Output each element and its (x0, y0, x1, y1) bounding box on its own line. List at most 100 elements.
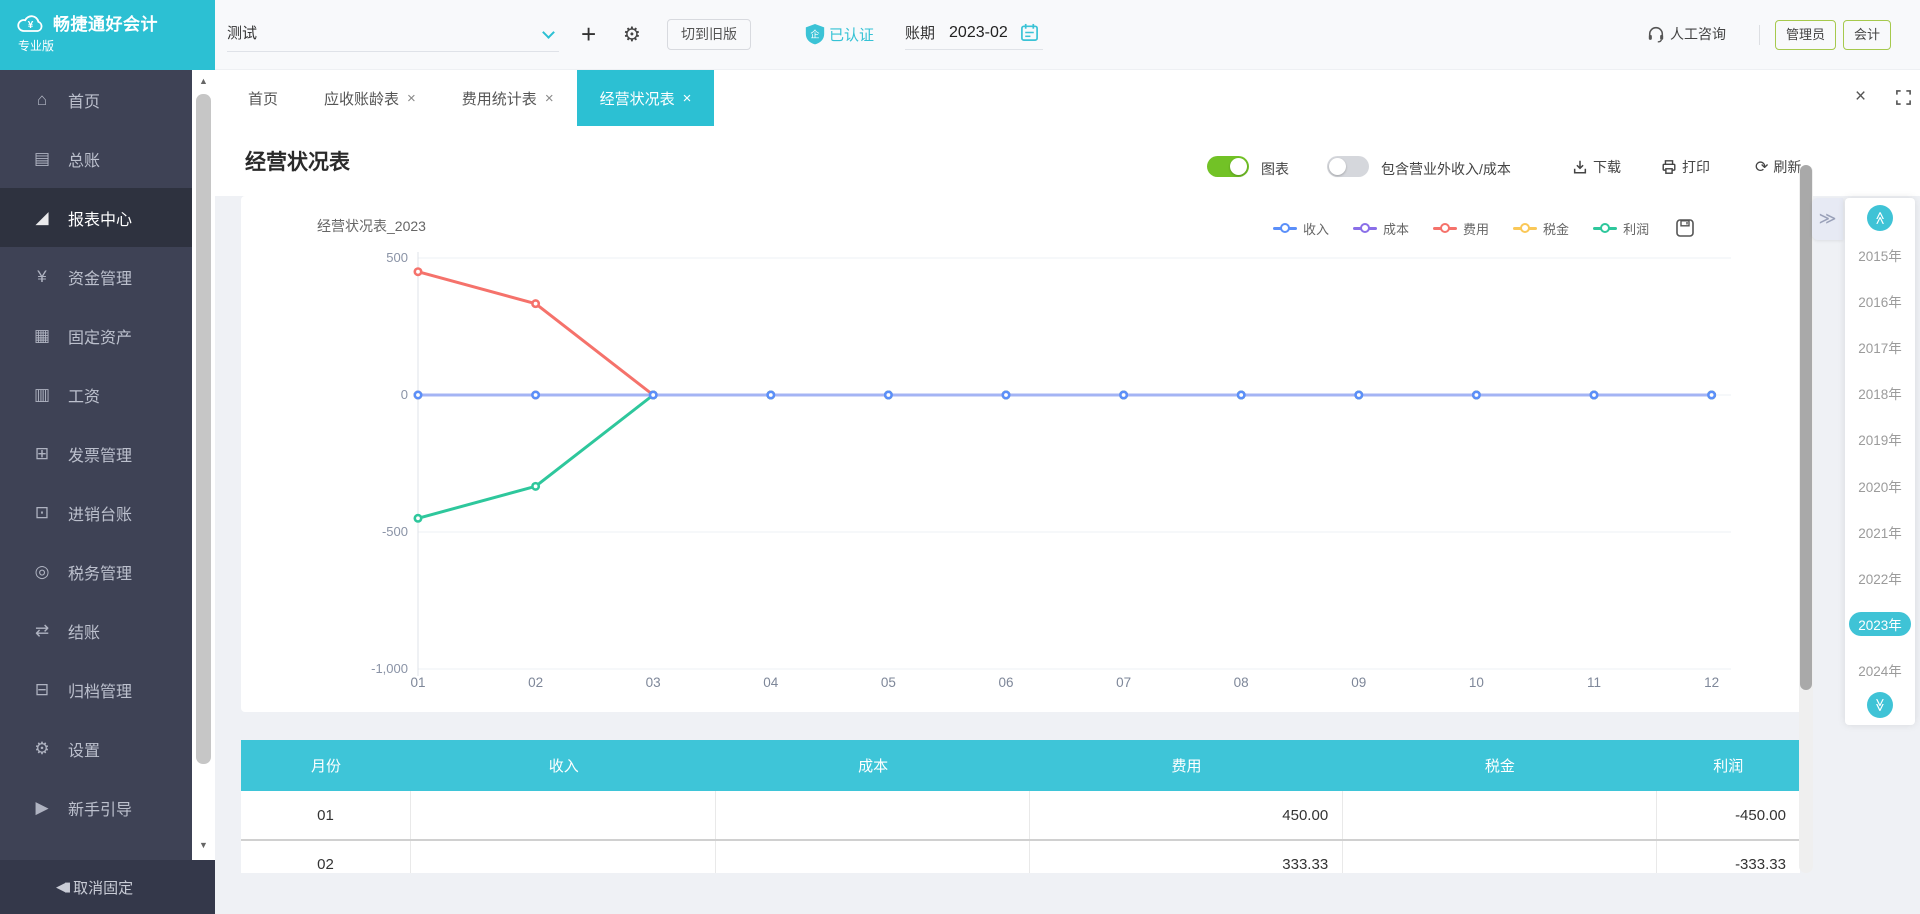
add-account-button[interactable]: + (581, 19, 597, 49)
svg-text:06: 06 (998, 675, 1013, 690)
tab-home[interactable]: 首页 (248, 90, 279, 108)
legend-item[interactable]: 成本 (1353, 219, 1409, 238)
legend-marker-icon (1513, 226, 1538, 230)
year-item[interactable]: 2024年 (1858, 663, 1902, 679)
divider (1759, 25, 1760, 45)
table-cell: -333.33 (1735, 855, 1786, 873)
include-nonoperating-toggle[interactable] (1327, 156, 1369, 177)
refresh-button[interactable]: ⟳ 刷新 (1755, 159, 1802, 176)
sidebar-scroll-thumb[interactable] (196, 94, 211, 764)
unpin-icon: ◀▮ (56, 879, 71, 894)
table-cell: 02 (241, 841, 411, 873)
year-item[interactable]: 2018年 (1858, 387, 1902, 403)
payroll-icon: ▥ (33, 384, 51, 404)
year-item[interactable]: 2015年 (1858, 249, 1902, 264)
sidebar-item-closing[interactable]: ⇄ 结账 (0, 601, 192, 660)
table-row[interactable]: 01 450.00 -450.00 (241, 791, 1800, 839)
tab-operating-status[interactable]: 经营状况表 × (576, 70, 715, 126)
tab-bar: 首页 应收账龄表 × 费用统计表 × 经营状况表 × × (215, 70, 1920, 126)
print-button[interactable]: 打印 (1661, 157, 1710, 177)
sidebar-item-invoice-management[interactable]: ⊞ 发票管理 (0, 424, 192, 483)
legend-item[interactable]: 利润 (1593, 219, 1649, 238)
year-item[interactable]: 2020年 (1858, 479, 1902, 495)
period-value: 2023-02 (949, 23, 1008, 41)
collapse-year-panel-button[interactable]: ≫ (1812, 198, 1843, 240)
table-header-cell: 月份 (310, 758, 341, 775)
chevron-down-icon (542, 26, 555, 39)
svg-text:10: 10 (1469, 675, 1484, 690)
legend-item[interactable]: 收入 (1273, 219, 1329, 238)
register-icon: ⊡ (34, 502, 50, 522)
chart-icon: ◢ (35, 207, 49, 227)
sidebar-item-beginner-guide[interactable]: ▶ 新手引导 (0, 778, 192, 837)
sidebar-scrollbar[interactable]: ▲ ▼ (192, 70, 215, 860)
legend-item[interactable]: 费用 (1433, 219, 1489, 238)
chart-title: 经营状况表_2023 (317, 218, 426, 234)
tab-close-icon[interactable]: × (544, 89, 554, 107)
role-accountant-badge[interactable]: 会计 (1843, 20, 1892, 50)
sidebar-item-tax-management[interactable]: ◎ 税务管理 (0, 542, 192, 601)
table-cell (1343, 841, 1657, 873)
save-image-button[interactable] (1675, 218, 1695, 238)
years-scroll-up-button[interactable]: ≪ (1867, 205, 1893, 231)
shield-icon: 企 (805, 24, 825, 45)
calendar-icon (1020, 23, 1038, 41)
years-scroll-down-button[interactable]: ≪ (1867, 692, 1893, 718)
cloud-logo-icon: ¥ (16, 11, 46, 35)
sidebar-item-general-ledger[interactable]: ▤ 总账 (0, 129, 192, 188)
switch-old-version-button[interactable]: 切到旧版 (667, 19, 751, 50)
logo-block: ¥ 畅捷通好会计 专业版 (0, 0, 215, 70)
sidebar-item-payroll[interactable]: ▥ 工资 (0, 365, 192, 424)
tab-expense-stats[interactable]: 费用统计表 × (461, 89, 554, 108)
accounting-period-control[interactable]: 账期 2023-02 (905, 22, 1043, 50)
download-button[interactable]: 下载 (1572, 157, 1621, 177)
year-item-selected[interactable]: 2023年 (1849, 611, 1911, 636)
sidebar-item-membership[interactable]: ◈ 好会员 (0, 837, 192, 861)
svg-text:500: 500 (386, 250, 408, 265)
top-bar: 测试 + ⚙ 切到旧版 企 已认证 账期 2023-02 (215, 0, 1920, 70)
settings-gear-icon[interactable]: ⚙ (623, 24, 641, 46)
invoice-icon: ⊞ (34, 443, 50, 463)
tab-close-icon[interactable]: × (682, 89, 692, 107)
svg-text:11: 11 (1587, 675, 1601, 690)
year-item[interactable]: 2021年 (1858, 525, 1902, 541)
year-item[interactable]: 2016年 (1858, 295, 1902, 311)
role-admin-badge[interactable]: 管理员 (1775, 20, 1837, 50)
year-item[interactable]: 2022年 (1858, 571, 1902, 587)
content-scroll-thumb[interactable] (1800, 165, 1812, 690)
sidebar-menu: ⌂ 首页 ▤ 总账 ◢ 报表中心 ¥ 资金管理 ▦ 固定资产 ▥ 工资 ⊞ 发票… (0, 70, 192, 860)
sidebar-item-funds-management[interactable]: ¥ 资金管理 (0, 247, 192, 306)
svg-text:04: 04 (763, 675, 779, 690)
content-scrollbar[interactable] (1799, 165, 1813, 873)
ledger-icon: ▤ (33, 148, 51, 168)
svg-text:09: 09 (1351, 675, 1366, 690)
year-item[interactable]: 2017年 (1858, 341, 1902, 357)
svg-text:12: 12 (1704, 675, 1719, 690)
unpin-sidebar-button[interactable]: ◀▮ 取消固定 (0, 860, 215, 914)
report-table: 月份 收入 成本 费用 税金 利润 01 450.00 -450.00 02 333.33 -333… (241, 740, 1800, 873)
sidebar-item-report-center[interactable]: ◢ 报表中心 (0, 188, 192, 247)
svg-text:07: 07 (1116, 675, 1131, 690)
fullscreen-icon[interactable] (1895, 89, 1912, 106)
open-tabs: 首页 应收账龄表 × 费用统计表 × 经营状况表 × (225, 70, 715, 126)
tab-receivable-aging[interactable]: 应收账龄表 × (324, 89, 416, 108)
sidebar-item-settings[interactable]: ⚙ 设置 (0, 719, 192, 778)
scroll-down-icon[interactable]: ▼ (199, 840, 208, 850)
play-icon: ▶ (35, 797, 49, 817)
table-row[interactable]: 02 333.33 -333.33 (241, 839, 1800, 873)
close-all-icon[interactable]: × (1855, 86, 1867, 107)
sidebar-item-purchase-sales-ledger[interactable]: ⊡ 进销台账 (0, 483, 192, 542)
download-icon (1573, 160, 1587, 174)
sidebar-item-home[interactable]: ⌂ 首页 (0, 70, 192, 129)
tab-close-icon[interactable]: × (407, 89, 416, 107)
account-select[interactable]: 测试 (227, 18, 559, 52)
scroll-up-icon[interactable]: ▲ (199, 76, 208, 86)
year-item[interactable]: 2019年 (1858, 433, 1902, 449)
year-selector-panel: ≪ 2015年 2016年 2017年 2018年 2019年 2020年 20… (1845, 198, 1915, 725)
legend-item[interactable]: 税金 (1513, 219, 1569, 238)
chart-view-toggle[interactable] (1207, 156, 1249, 177)
verified-badge[interactable]: 企 已认证 (805, 23, 874, 45)
human-support-button[interactable]: 人工咨询 (1647, 24, 1726, 44)
sidebar-item-fixed-assets[interactable]: ▦ 固定资产 (0, 306, 192, 365)
sidebar-item-archive-management[interactable]: ⊟ 归档管理 (0, 660, 192, 719)
